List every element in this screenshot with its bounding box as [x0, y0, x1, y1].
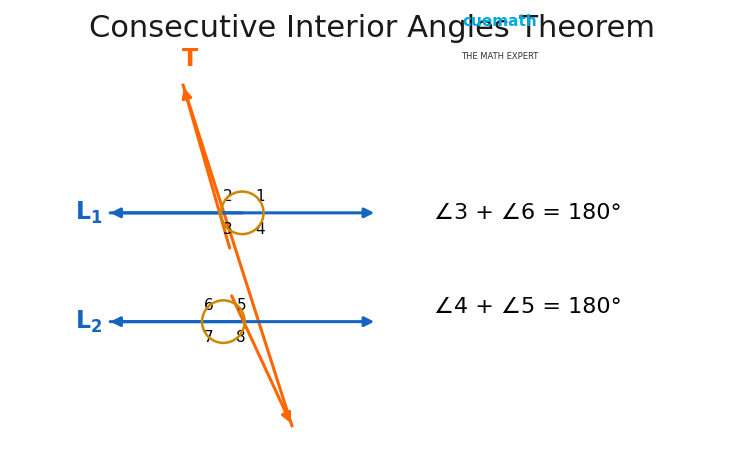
Text: Consecutive Interior Angles Theorem: Consecutive Interior Angles Theorem — [88, 14, 654, 43]
Text: 7: 7 — [204, 330, 213, 345]
Text: 5: 5 — [236, 298, 246, 313]
Text: ∠4 + ∠5 = 180°: ∠4 + ∠5 = 180° — [433, 298, 622, 317]
Text: 2: 2 — [223, 189, 233, 204]
Text: 8: 8 — [236, 330, 246, 345]
Text: 4: 4 — [256, 221, 265, 236]
Text: $\mathbf{L_2}$: $\mathbf{L_2}$ — [76, 308, 103, 335]
Text: $\mathbf{L_1}$: $\mathbf{L_1}$ — [75, 200, 103, 226]
Text: 1: 1 — [256, 189, 265, 204]
Text: cuemath: cuemath — [462, 14, 537, 29]
Text: THE MATH EXPERT: THE MATH EXPERT — [462, 52, 539, 61]
Text: T: T — [182, 47, 199, 71]
Text: 6: 6 — [204, 298, 214, 313]
Text: 3: 3 — [223, 221, 233, 236]
Text: ∠3 + ∠6 = 180°: ∠3 + ∠6 = 180° — [433, 203, 622, 223]
